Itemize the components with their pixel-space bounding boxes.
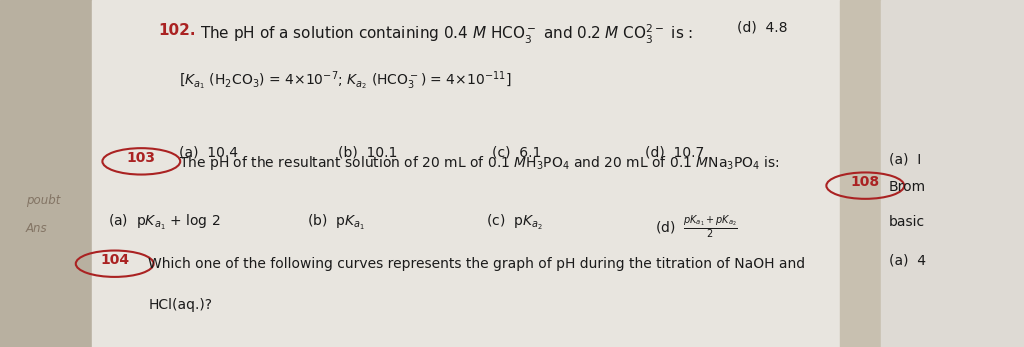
Text: 104: 104 [100,253,129,267]
Text: (d)  $\frac{pK_{a_1} + pK_{a_2}}{2}$: (d) $\frac{pK_{a_1} + pK_{a_2}}{2}$ [655,213,738,240]
Text: HCl(aq.)?: HCl(aq.)? [148,298,213,312]
Text: 103: 103 [127,151,156,165]
Text: 108: 108 [851,175,880,189]
Text: poubt: poubt [26,194,60,207]
Text: Brom: Brom [889,180,926,194]
Text: The pH of a solution containing 0.4 $M$ HCO$_3^-$ and 0.2 $M$ CO$_3^{2-}$ is :: The pH of a solution containing 0.4 $M$ … [200,23,693,46]
Text: (a)  4: (a) 4 [889,253,926,267]
Bar [92,0,840,347]
Text: 102.: 102. [159,23,197,37]
Text: Ans: Ans [26,222,47,235]
Text: (d)  4.8: (d) 4.8 [737,21,787,35]
Text: (a)  I: (a) I [889,153,921,167]
Text: (c)  6.1: (c) 6.1 [492,146,541,160]
Text: The pH of the resultant solution of 20 mL of 0.1 $M$H$_3$PO$_4$ and 20 mL of 0.1: The pH of the resultant solution of 20 m… [179,154,780,172]
Bar [840,0,881,347]
Text: Which one of the following curves represents the graph of pH during the titratio: Which one of the following curves repres… [148,257,806,271]
Bar [0,0,92,347]
Text: basic: basic [889,215,925,229]
Text: (b)  10.1: (b) 10.1 [338,146,397,160]
Text: (a)  p$K_{a_1}$ + log 2: (a) p$K_{a_1}$ + log 2 [108,213,220,232]
Text: $[K_{a_1}$ (H$_2$CO$_3$) = 4$\times$10$^{-7}$; $K_{a_2}$ (HCO$_3^-$) = 4$\times$: $[K_{a_1}$ (H$_2$CO$_3$) = 4$\times$10$^… [179,69,512,92]
Text: (c)  p$K_{a_2}$: (c) p$K_{a_2}$ [486,213,543,232]
Text: (d)  10.7: (d) 10.7 [645,146,705,160]
Text: (a)  10.4: (a) 10.4 [179,146,239,160]
Text: (b)  p$K_{a_1}$: (b) p$K_{a_1}$ [307,213,366,232]
Bar [881,0,1024,347]
